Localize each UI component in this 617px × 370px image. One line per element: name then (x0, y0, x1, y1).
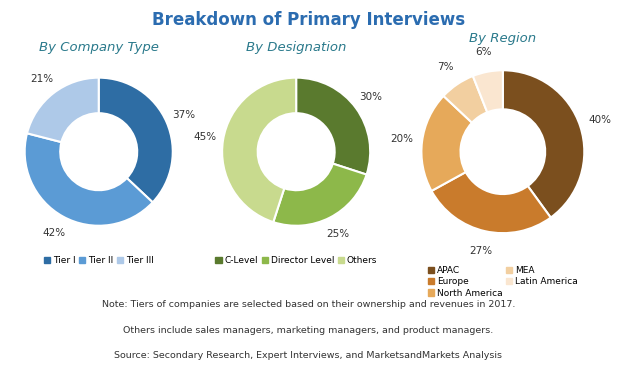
Legend: APAC, Europe, North America, MEA, Latin America: APAC, Europe, North America, MEA, Latin … (428, 266, 578, 298)
Text: 6%: 6% (476, 47, 492, 57)
Text: 40%: 40% (588, 115, 611, 125)
Legend: C-Level, Director Level, Others: C-Level, Director Level, Others (215, 256, 377, 265)
Wedge shape (296, 78, 370, 175)
Wedge shape (27, 78, 99, 142)
Title: By Region: By Region (470, 31, 536, 44)
Text: 21%: 21% (30, 74, 54, 84)
Title: By Designation: By Designation (246, 41, 346, 54)
Legend: Tier I, Tier II, Tier III: Tier I, Tier II, Tier III (44, 256, 154, 265)
Wedge shape (222, 78, 296, 222)
Wedge shape (503, 70, 584, 218)
Wedge shape (25, 133, 152, 226)
Text: Source: Secondary Research, Expert Interviews, and MarketsandMarkets Analysis: Source: Secondary Research, Expert Inter… (115, 352, 502, 360)
Text: 25%: 25% (326, 229, 350, 239)
Wedge shape (421, 96, 472, 191)
Title: By Company Type: By Company Type (39, 41, 159, 54)
Text: Note: Tiers of companies are selected based on their ownership and revenues in 2: Note: Tiers of companies are selected ba… (102, 300, 515, 309)
Wedge shape (473, 70, 503, 112)
Text: Others include sales managers, marketing managers, and product managers.: Others include sales managers, marketing… (123, 326, 494, 334)
Text: 20%: 20% (391, 134, 413, 144)
Text: Breakdown of Primary Interviews: Breakdown of Primary Interviews (152, 11, 465, 29)
Text: 37%: 37% (172, 110, 195, 120)
Text: 27%: 27% (469, 246, 492, 256)
Text: 7%: 7% (437, 63, 454, 73)
Wedge shape (99, 78, 173, 202)
Text: 42%: 42% (43, 228, 65, 238)
Text: 45%: 45% (193, 132, 217, 142)
Wedge shape (431, 172, 551, 233)
Wedge shape (444, 76, 487, 123)
Text: 30%: 30% (360, 92, 383, 102)
Wedge shape (273, 164, 366, 226)
